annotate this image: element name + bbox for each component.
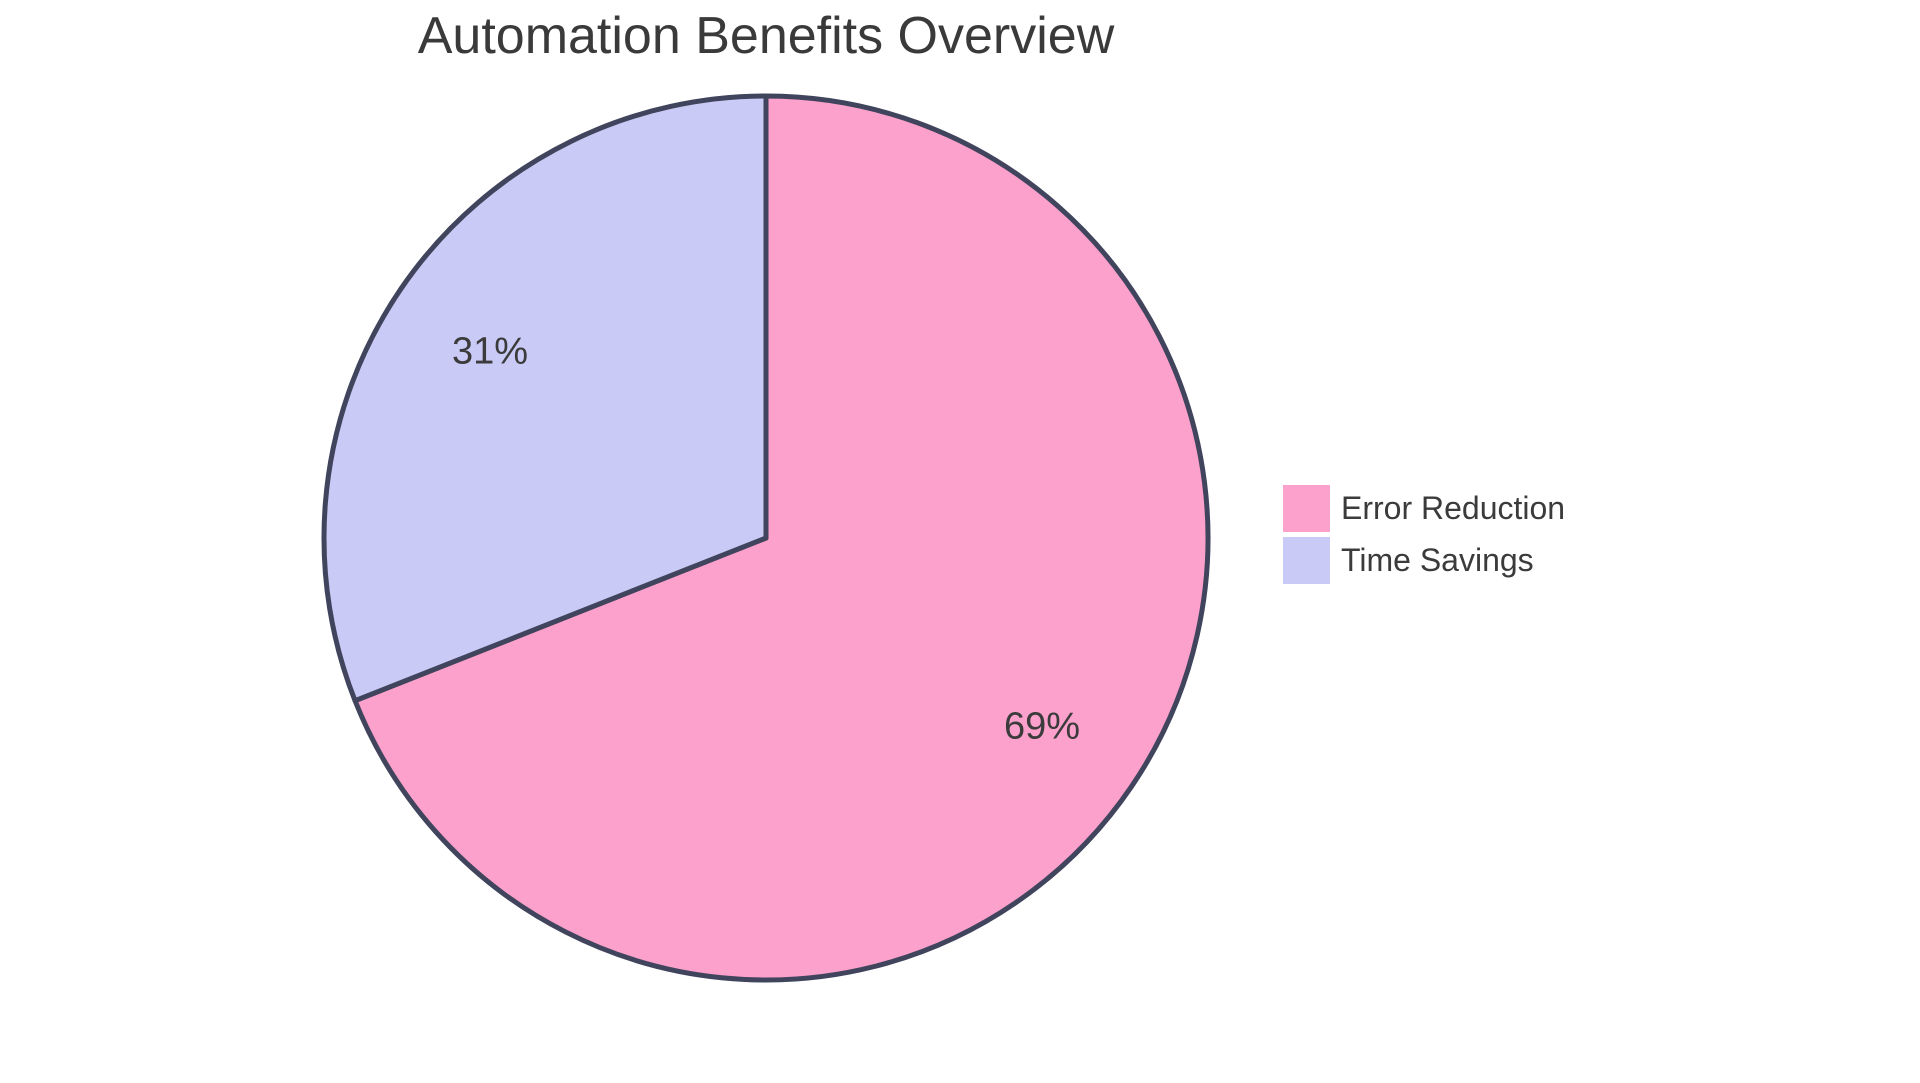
legend-label-time-savings: Time Savings — [1341, 542, 1534, 578]
legend: Error Reduction Time Savings — [1283, 485, 1565, 584]
chart-title: Automation Benefits Overview — [417, 7, 1115, 65]
legend-label-error-reduction: Error Reduction — [1341, 490, 1566, 526]
pie-percent-label-error-reduction: 69% — [1004, 706, 1080, 748]
pie-slice-error-reduction[interactable] — [352, 93, 1211, 983]
legend-swatch-error-reduction — [1283, 485, 1330, 532]
legend-item-time-savings[interactable]: Time Savings — [1283, 537, 1565, 584]
pie-slice-time-savings[interactable] — [321, 93, 769, 704]
pie-percent-label-time-savings: 31% — [452, 330, 528, 372]
legend-item-error-reduction[interactable]: Error Reduction — [1283, 485, 1565, 532]
legend-swatch-time-savings — [1283, 537, 1330, 584]
